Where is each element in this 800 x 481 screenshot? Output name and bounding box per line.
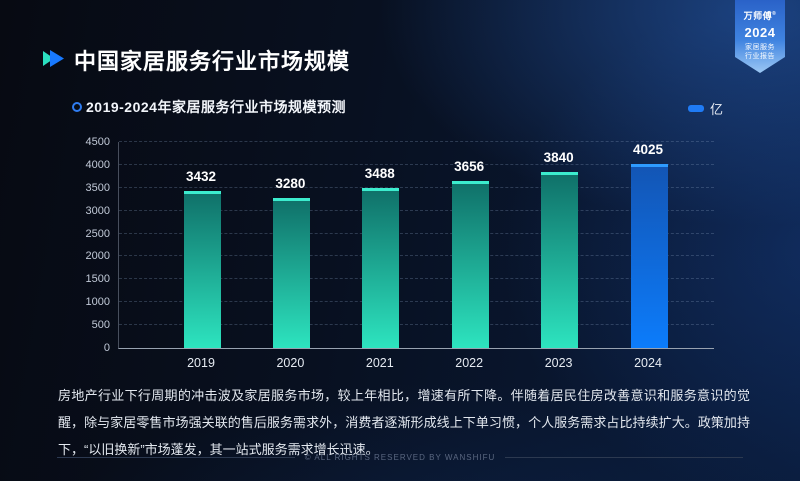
page-title: 中国家居服务行业市场规模 (74, 49, 351, 74)
y-axis-tick-4000: 4000 (85, 158, 110, 171)
gridline-500 (119, 324, 714, 326)
bar-2022 (451, 180, 489, 348)
badge-year: 2024 (744, 25, 776, 40)
bar-2020 (272, 197, 310, 348)
bar-cap (362, 188, 400, 192)
x-axis-label-2020: 2020 (276, 356, 305, 370)
legend-label: 亿 (710, 102, 724, 117)
badge-subtitle: 家居服务 行业报告 (745, 44, 775, 60)
double-play-arrows-icon (43, 50, 64, 67)
brand-ribbon-badge: 万师傅® 2024 家居服务 行业报告 (735, 0, 785, 73)
gridline-4000 (119, 163, 714, 165)
bar-value-2020: 3280 (275, 175, 306, 191)
bar-cap (630, 163, 668, 167)
y-axis-tick-3000: 3000 (85, 204, 110, 217)
bar-cap (272, 197, 310, 201)
y-axis-tick-2500: 2500 (85, 227, 110, 240)
bar-chart-plot-area (118, 141, 714, 349)
gridline-3500 (119, 186, 714, 188)
chart-subtitle: 2019-2024年家居服务行业市场规模预测 (86, 99, 346, 115)
copyright-text: © ALL RIGHTS RESERVED BY WANSHIFU (304, 452, 496, 462)
y-axis-tick-3500: 3500 (85, 181, 110, 194)
chart-legend: 亿 (688, 99, 723, 118)
gridline-2000 (119, 255, 714, 257)
x-axis-label-2019: 2019 (187, 356, 215, 370)
gridline-3000 (119, 209, 714, 211)
x-axis-label-2021: 2021 (365, 356, 394, 370)
x-axis-label-2023: 2023 (544, 356, 573, 370)
legend-color-swatch (688, 105, 704, 112)
footer: © ALL RIGHTS RESERVED BY WANSHIFU (0, 450, 800, 464)
x-axis-label-2024: 2024 (634, 356, 662, 370)
bar-cap (541, 172, 579, 176)
gridline-1500 (119, 278, 714, 280)
y-axis-tick-4500: 4500 (85, 136, 110, 148)
registered-mark: ® (772, 11, 777, 17)
y-axis-tick-0: 0 (103, 342, 110, 354)
gridline-4500 (119, 141, 714, 142)
bar-value-2023: 3840 (543, 150, 574, 166)
x-axis-label-2022: 2022 (455, 356, 484, 370)
y-axis-tick-2000: 2000 (85, 250, 110, 263)
bar-value-2022: 3656 (454, 158, 485, 174)
bar-cap (183, 190, 221, 194)
bar-value-2019: 3432 (185, 168, 217, 184)
bar-2019 (183, 190, 221, 348)
y-axis-tick-500: 500 (91, 319, 110, 332)
y-axis-tick-1500: 1500 (85, 273, 110, 286)
footer-divider-left (56, 456, 295, 458)
circle-bullet-icon (72, 102, 82, 112)
bar-cap (451, 180, 489, 184)
gridline-1000 (119, 301, 714, 303)
bar-value-2021: 3488 (364, 166, 395, 182)
footer-divider-right (505, 456, 744, 458)
gridline-2500 (119, 232, 714, 234)
bar-2024 (630, 163, 668, 348)
bar-2021 (362, 188, 400, 348)
analysis-paragraph: 房地产行业下行周期的冲击波及家居服务市场，较上年相比，增速有所下降。伴随着居民住… (58, 388, 750, 457)
y-axis-tick-1000: 1000 (85, 296, 110, 309)
bar-value-2024: 4025 (632, 141, 664, 157)
bar-2023 (541, 172, 579, 348)
brand-name: 万师傅® (743, 11, 777, 21)
